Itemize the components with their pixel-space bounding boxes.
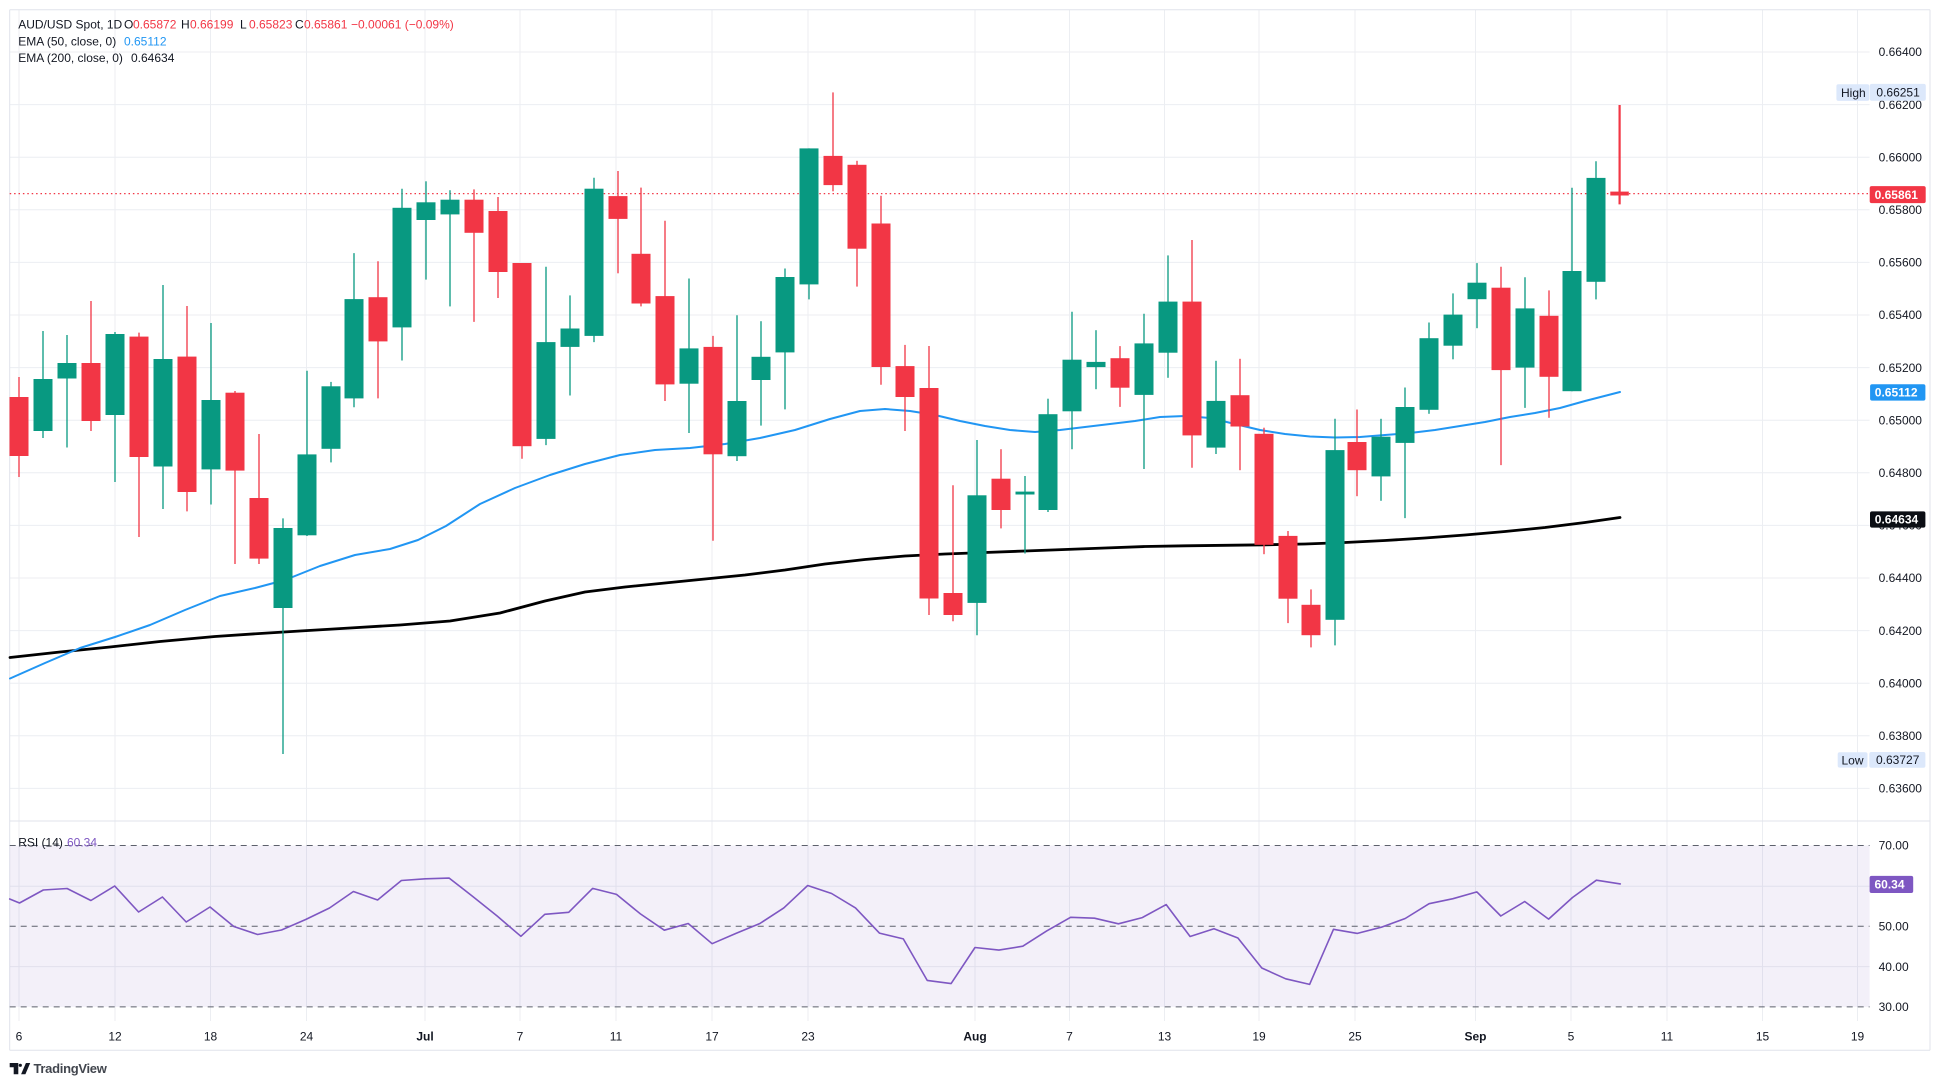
svg-text:70.00: 70.00 — [1879, 839, 1909, 853]
svg-text:H: H — [181, 18, 190, 32]
svg-text:L: L — [240, 18, 247, 32]
svg-text:11: 11 — [610, 1030, 623, 1044]
svg-text:60.34: 60.34 — [67, 836, 97, 850]
svg-text:−0.00061 (−0.09%): −0.00061 (−0.09%) — [351, 18, 454, 32]
svg-text:0.64400: 0.64400 — [1879, 571, 1923, 585]
svg-text:0.65200: 0.65200 — [1879, 361, 1923, 375]
svg-text:0.65872: 0.65872 — [133, 18, 177, 32]
svg-text:C: C — [295, 18, 304, 32]
svg-text:5: 5 — [1568, 1030, 1575, 1044]
svg-text:0.65600: 0.65600 — [1879, 256, 1923, 270]
svg-text:60.34: 60.34 — [1875, 878, 1905, 892]
svg-text:0.63800: 0.63800 — [1879, 729, 1923, 743]
svg-text:EMA (200, close, 0): EMA (200, close, 0) — [18, 51, 123, 65]
svg-text:0.64200: 0.64200 — [1879, 624, 1923, 638]
svg-text:0.65800: 0.65800 — [1879, 203, 1923, 217]
svg-text:0.64800: 0.64800 — [1879, 466, 1923, 480]
svg-text:0.65000: 0.65000 — [1879, 413, 1923, 427]
svg-text:30.00: 30.00 — [1879, 1000, 1909, 1014]
svg-text:11: 11 — [1661, 1030, 1674, 1044]
svg-text:0.64000: 0.64000 — [1879, 676, 1923, 690]
svg-text:O: O — [124, 18, 133, 32]
svg-text:Jul: Jul — [416, 1030, 433, 1044]
svg-text:0.66400: 0.66400 — [1879, 45, 1923, 59]
svg-text:Aug: Aug — [963, 1030, 986, 1044]
svg-text:0.66199: 0.66199 — [190, 18, 234, 32]
svg-text:Low: Low — [1842, 753, 1864, 767]
svg-text:13: 13 — [1158, 1030, 1172, 1044]
svg-text:AUD/USD Spot, 1D: AUD/USD Spot, 1D — [18, 18, 122, 32]
svg-text:18: 18 — [204, 1030, 218, 1044]
svg-text:12: 12 — [108, 1030, 122, 1044]
svg-text:0.65400: 0.65400 — [1879, 308, 1923, 322]
svg-text:6: 6 — [16, 1030, 23, 1044]
svg-text:24: 24 — [300, 1030, 314, 1044]
svg-text:0.63600: 0.63600 — [1879, 782, 1923, 796]
svg-text:19: 19 — [1851, 1030, 1865, 1044]
svg-text:7: 7 — [1066, 1030, 1073, 1044]
svg-text:0.66200: 0.66200 — [1879, 98, 1923, 112]
svg-text:25: 25 — [1348, 1030, 1362, 1044]
svg-text:19: 19 — [1252, 1030, 1266, 1044]
svg-text:0.65861: 0.65861 — [1875, 188, 1919, 202]
svg-text:0.63727: 0.63727 — [1876, 753, 1920, 767]
svg-text:RSI (14): RSI (14) — [18, 836, 63, 850]
svg-text:Sep: Sep — [1464, 1030, 1486, 1044]
svg-text:0.65112: 0.65112 — [1875, 386, 1918, 400]
svg-text:TradingView: TradingView — [34, 1061, 108, 1076]
svg-text:15: 15 — [1756, 1030, 1770, 1044]
svg-text:7: 7 — [517, 1030, 524, 1044]
svg-text:0.65112: 0.65112 — [124, 34, 167, 48]
svg-text:0.66000: 0.66000 — [1879, 150, 1923, 164]
svg-text:0.66251: 0.66251 — [1876, 86, 1920, 100]
svg-text:40.00: 40.00 — [1879, 960, 1909, 974]
svg-text:17: 17 — [705, 1030, 719, 1044]
svg-text:0.65861: 0.65861 — [304, 18, 348, 32]
svg-text:23: 23 — [801, 1030, 815, 1044]
svg-text:0.65823: 0.65823 — [249, 18, 293, 32]
svg-text:0.64634: 0.64634 — [131, 51, 175, 65]
svg-text:0.64634: 0.64634 — [1875, 513, 1919, 527]
svg-text:EMA (50, close, 0): EMA (50, close, 0) — [18, 34, 116, 48]
svg-text:50.00: 50.00 — [1879, 920, 1909, 934]
svg-text:High: High — [1841, 86, 1866, 100]
